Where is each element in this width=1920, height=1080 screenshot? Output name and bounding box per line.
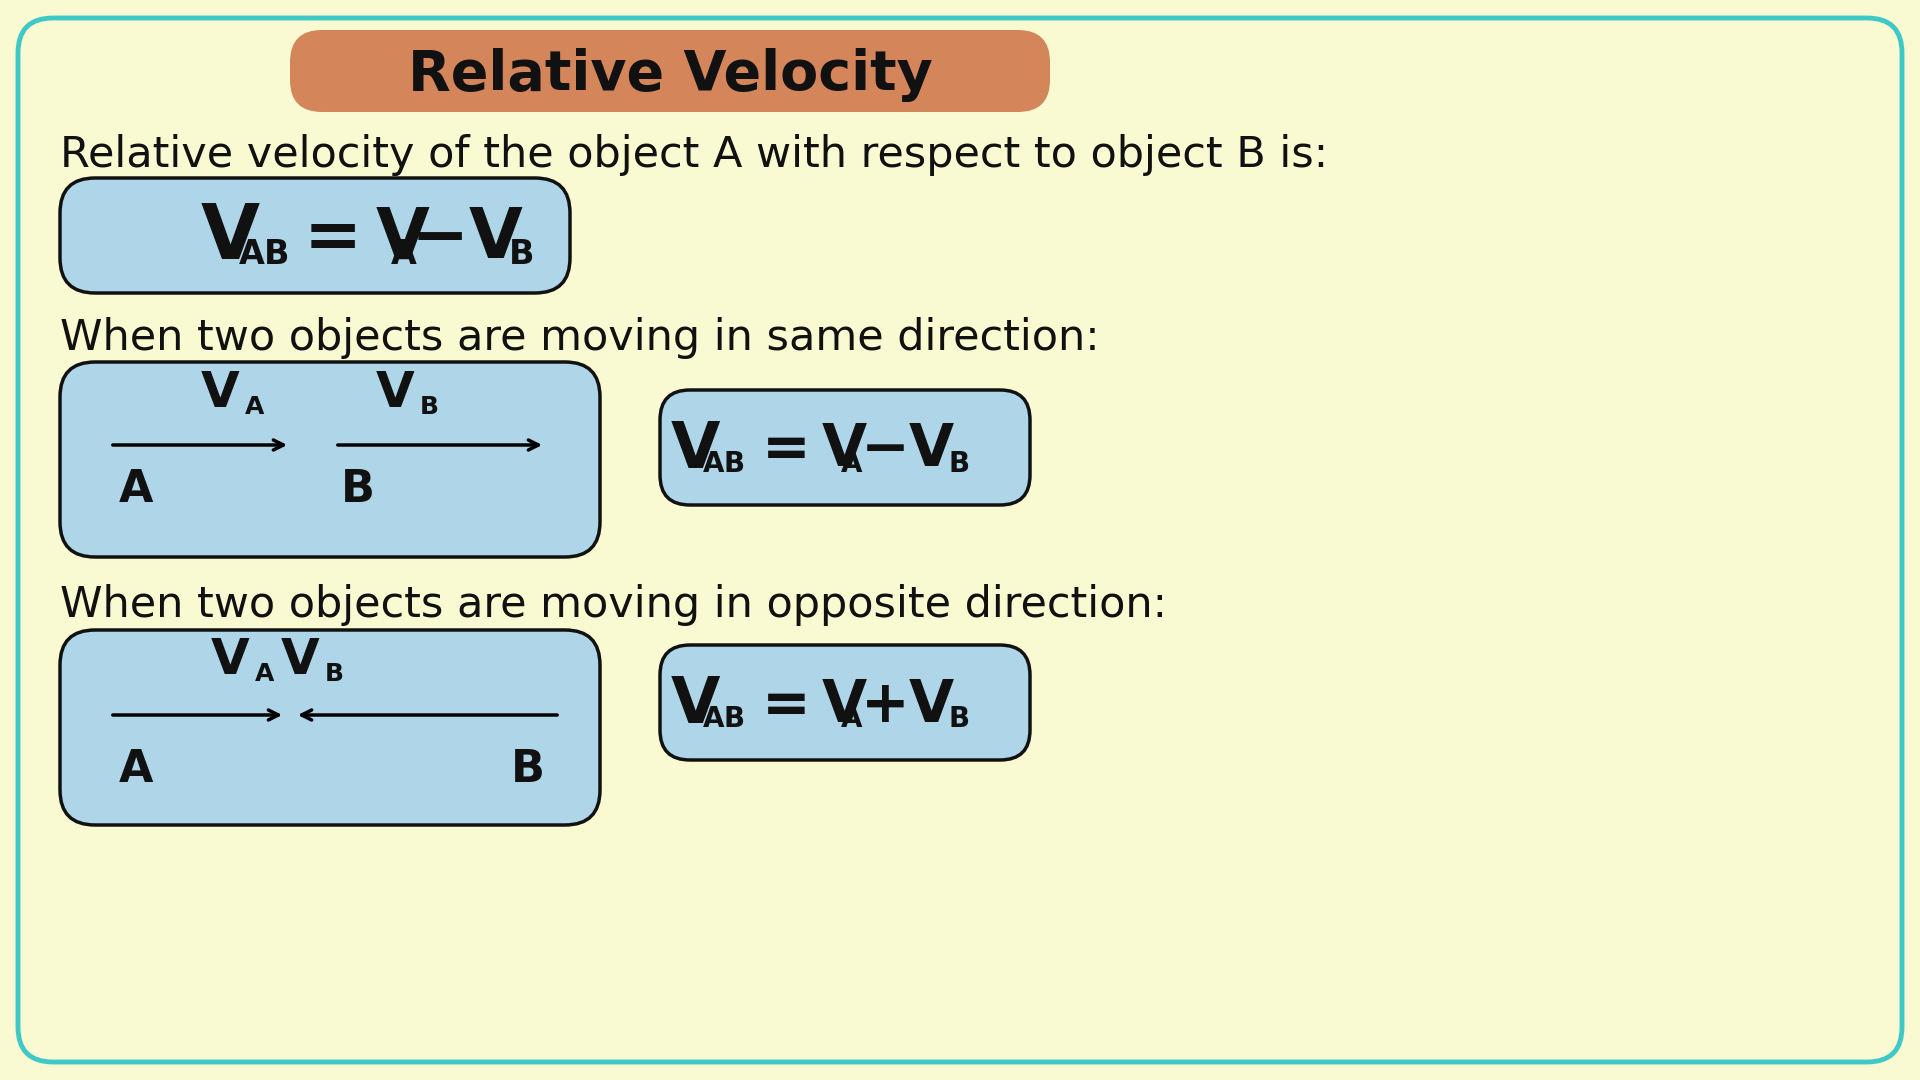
Text: $\mathbf{V}$: $\mathbf{V}$: [200, 201, 261, 275]
Text: $\mathbf{= V}$: $\mathbf{= V}$: [290, 204, 430, 271]
Text: $\mathbf{- V}$: $\mathbf{- V}$: [411, 204, 524, 271]
Text: $\mathbf{A}$: $\mathbf{A}$: [244, 395, 265, 419]
Text: $\mathbf{A}$: $\mathbf{A}$: [390, 238, 419, 270]
Text: $\mathbf{A}$: $\mathbf{A}$: [117, 469, 154, 512]
Text: $\mathbf{B}$: $\mathbf{B}$: [419, 395, 438, 419]
Text: $\mathbf{B}$: $\mathbf{B}$: [324, 662, 344, 686]
Text: $\mathbf{V}$: $\mathbf{V}$: [200, 369, 240, 417]
Text: $\mathbf{= V}$: $\mathbf{= V}$: [751, 421, 868, 478]
Text: When two objects are moving in same direction:: When two objects are moving in same dire…: [60, 318, 1100, 359]
FancyBboxPatch shape: [660, 645, 1029, 760]
Text: $\mathbf{V}$: $\mathbf{V}$: [280, 636, 321, 684]
Text: $\mathbf{B}$: $\mathbf{B}$: [340, 469, 372, 512]
Text: $\mathbf{+ V}$: $\mathbf{+ V}$: [860, 676, 956, 733]
Text: $\mathbf{V}$: $\mathbf{V}$: [670, 674, 722, 735]
Text: $\mathbf{- V}$: $\mathbf{- V}$: [860, 421, 956, 478]
Text: Relative Velocity: Relative Velocity: [407, 48, 933, 102]
Text: $\mathbf{B}$: $\mathbf{B}$: [948, 450, 970, 478]
Text: $\mathbf{A}$: $\mathbf{A}$: [841, 705, 864, 733]
Text: When two objects are moving in opposite direction:: When two objects are moving in opposite …: [60, 584, 1167, 626]
Text: $\mathbf{V}$: $\mathbf{V}$: [670, 419, 722, 481]
Text: $\mathbf{A}$: $\mathbf{A}$: [117, 748, 154, 792]
Text: $\mathbf{V}$: $\mathbf{V}$: [374, 369, 415, 417]
FancyBboxPatch shape: [290, 30, 1050, 112]
FancyBboxPatch shape: [60, 178, 570, 293]
Text: $\mathbf{AB}$: $\mathbf{AB}$: [703, 450, 745, 478]
FancyBboxPatch shape: [660, 390, 1029, 505]
FancyBboxPatch shape: [60, 362, 599, 557]
Text: Relative velocity of the object A with respect to object B is:: Relative velocity of the object A with r…: [60, 134, 1329, 176]
Text: $\mathbf{A}$: $\mathbf{A}$: [253, 662, 275, 686]
Text: $\mathbf{AB}$: $\mathbf{AB}$: [238, 238, 288, 270]
Text: $\mathbf{B}$: $\mathbf{B}$: [511, 748, 543, 792]
Text: $\mathbf{B}$: $\mathbf{B}$: [948, 705, 970, 733]
Text: $\mathbf{= V}$: $\mathbf{= V}$: [751, 676, 868, 733]
Text: $\mathbf{A}$: $\mathbf{A}$: [841, 450, 864, 478]
Text: $\mathbf{V}$: $\mathbf{V}$: [209, 636, 250, 684]
FancyBboxPatch shape: [17, 18, 1903, 1062]
Text: $\mathbf{B}$: $\mathbf{B}$: [509, 238, 534, 270]
FancyBboxPatch shape: [60, 630, 599, 825]
Text: $\mathbf{AB}$: $\mathbf{AB}$: [703, 705, 745, 733]
